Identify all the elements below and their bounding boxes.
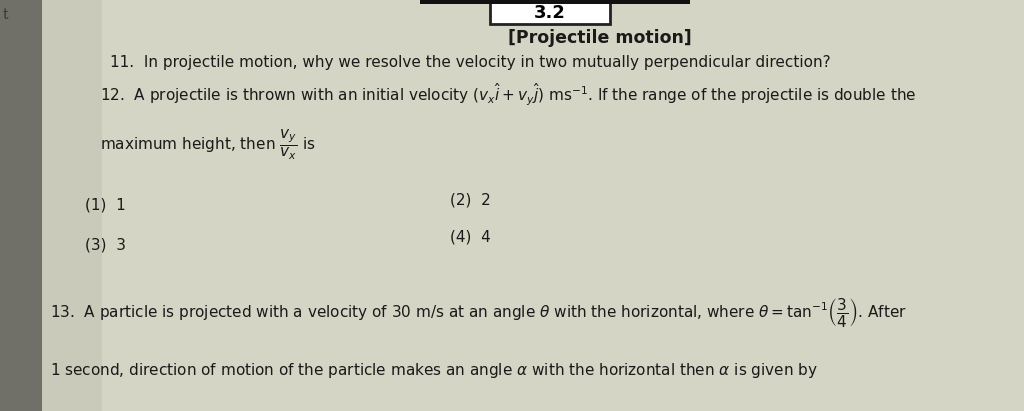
Text: 12.  A projectile is thrown with an initial velocity $(v_x\hat{i}+v_y\hat{j})$ m: 12. A projectile is thrown with an initi… bbox=[100, 82, 916, 108]
Bar bbox=[420, 0, 690, 4]
Text: 1 second, direction of motion of the particle makes an angle $\alpha$ with the h: 1 second, direction of motion of the par… bbox=[50, 360, 818, 379]
Bar bbox=[490, 2, 610, 24]
Polygon shape bbox=[42, 0, 1024, 411]
Text: (4)  4: (4) 4 bbox=[450, 229, 490, 245]
Text: maximum height, then $\dfrac{v_y}{v_x}$ is: maximum height, then $\dfrac{v_y}{v_x}$ … bbox=[100, 128, 315, 162]
Bar bbox=[42, 0, 102, 411]
Text: 3.2: 3.2 bbox=[535, 4, 566, 22]
Text: t: t bbox=[3, 8, 8, 22]
Text: (2)  2: (2) 2 bbox=[450, 192, 490, 208]
Text: 11.  In projectile motion, why we resolve the velocity in two mutually perpendic: 11. In projectile motion, why we resolve… bbox=[110, 55, 830, 69]
Text: (1)  1: (1) 1 bbox=[85, 198, 126, 212]
Bar bbox=[0, 0, 45, 411]
Text: (3)  3: (3) 3 bbox=[85, 238, 126, 252]
Text: [Projectile motion]: [Projectile motion] bbox=[508, 29, 692, 47]
Text: 13.  A particle is projected with a velocity of 30 m/s at an angle $\theta$ with: 13. A particle is projected with a veloc… bbox=[50, 296, 906, 328]
